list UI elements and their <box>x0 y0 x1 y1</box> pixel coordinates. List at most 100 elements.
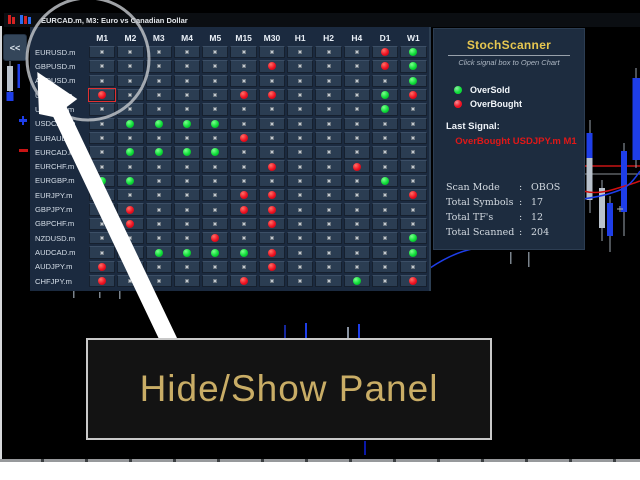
signal-cell-USDJPY.m-M5[interactable] <box>202 88 229 102</box>
signal-cell-NZDUSD.m-M5[interactable] <box>202 232 229 245</box>
signal-cell-GBPUSD.m-H4[interactable] <box>343 60 370 73</box>
signal-cell-GBPUSD.m-H1[interactable] <box>287 60 314 73</box>
signal-cell-NZDUSD.m-H4[interactable] <box>343 232 370 245</box>
signal-cell-GBPCHF.m-H2[interactable] <box>315 217 342 231</box>
signal-cell-AUDUSD.m-M30[interactable] <box>258 74 286 87</box>
signal-cell-EURCHF.m-H4[interactable] <box>343 160 370 173</box>
signal-cell-AUDJPY.m-H1[interactable] <box>287 260 314 274</box>
signal-cell-USDCAD.m-M5[interactable] <box>202 117 229 130</box>
signal-cell-USDCAD.m-W1[interactable] <box>400 117 427 130</box>
signal-cell-EURAUD.m-H1[interactable] <box>287 131 314 145</box>
signal-cell-AUDUSD.m-M2[interactable] <box>117 74 144 87</box>
signal-cell-AUDUSD.m-D1[interactable] <box>371 74 399 87</box>
signal-cell-USDCAD.m-M2[interactable] <box>117 117 144 130</box>
signal-cell-USDCAD.m-H4[interactable] <box>343 117 370 130</box>
signal-cell-AUDUSD.m-H2[interactable] <box>315 74 342 87</box>
signal-cell-USDCHF.m-H4[interactable] <box>343 103 370 116</box>
signal-cell-GBPJPY.m-M4[interactable] <box>173 203 201 216</box>
signal-cell-AUDJPY.m-H4[interactable] <box>343 260 370 274</box>
signal-cell-EURAUD.m-M3[interactable] <box>145 131 172 145</box>
signal-cell-EURJPY.m-M4[interactable] <box>173 189 201 202</box>
signal-cell-AUDCAD.m-W1[interactable] <box>400 246 427 259</box>
signal-cell-CHFJPY.m-M4[interactable] <box>173 274 201 288</box>
signal-cell-EURUSD.m-D1[interactable] <box>371 45 399 59</box>
signal-cell-AUDJPY.m-M5[interactable] <box>202 260 229 274</box>
signal-cell-EURGBP.m-D1[interactable] <box>371 174 399 188</box>
signal-cell-USDJPY.m-M30[interactable] <box>258 88 286 102</box>
signal-cell-EURGBP.m-M15[interactable] <box>230 174 257 188</box>
signal-cell-GBPUSD.m-M1[interactable] <box>89 60 116 73</box>
signal-cell-USDJPY.m-M2[interactable] <box>117 88 144 102</box>
signal-cell-AUDUSD.m-M4[interactable] <box>173 74 201 87</box>
signal-cell-EURGBP.m-H4[interactable] <box>343 174 370 188</box>
signal-cell-EURCAD.m-W1[interactable] <box>400 146 427 159</box>
signal-cell-AUDCAD.m-H2[interactable] <box>315 246 342 259</box>
signal-cell-EURCHF.m-M5[interactable] <box>202 160 229 173</box>
signal-cell-EURJPY.m-H4[interactable] <box>343 189 370 202</box>
signal-cell-USDJPY.m-H1[interactable] <box>287 88 314 102</box>
signal-cell-GBPUSD.m-M3[interactable] <box>145 60 172 73</box>
signal-cell-AUDUSD.m-M3[interactable] <box>145 74 172 87</box>
signal-cell-AUDJPY.m-M15[interactable] <box>230 260 257 274</box>
signal-cell-USDCHF.m-M1[interactable] <box>89 103 116 116</box>
signal-cell-EURGBP.m-M30[interactable] <box>258 174 286 188</box>
signal-cell-CHFJPY.m-D1[interactable] <box>371 274 399 288</box>
signal-cell-GBPCHF.m-M5[interactable] <box>202 217 229 231</box>
signal-cell-USDJPY.m-M1[interactable] <box>87 87 117 103</box>
signal-cell-AUDCAD.m-H1[interactable] <box>287 246 314 259</box>
signal-cell-USDJPY.m-H2[interactable] <box>315 88 342 102</box>
signal-cell-USDCHF.m-M15[interactable] <box>230 103 257 116</box>
chart-title-bar[interactable]: EURCAD.m, M3: Euro vs Canadian Dollar <box>4 13 640 27</box>
signal-cell-AUDUSD.m-M5[interactable] <box>202 74 229 87</box>
signal-cell-GBPJPY.m-D1[interactable] <box>371 203 399 216</box>
signal-cell-USDCHF.m-M5[interactable] <box>202 103 229 116</box>
signal-cell-GBPUSD.m-M15[interactable] <box>230 60 257 73</box>
signal-cell-AUDJPY.m-M3[interactable] <box>145 260 172 274</box>
signal-cell-EURGBP.m-H2[interactable] <box>315 174 342 188</box>
signal-cell-GBPJPY.m-M5[interactable] <box>202 203 229 216</box>
signal-cell-AUDUSD.m-M15[interactable] <box>230 74 257 87</box>
signal-cell-GBPJPY.m-M30[interactable] <box>258 203 286 216</box>
signal-cell-EURJPY.m-M1[interactable] <box>89 189 116 202</box>
signal-cell-CHFJPY.m-M1[interactable] <box>89 274 116 288</box>
signal-cell-GBPUSD.m-H2[interactable] <box>315 60 342 73</box>
signal-cell-AUDJPY.m-W1[interactable] <box>400 260 427 274</box>
signal-cell-GBPJPY.m-M3[interactable] <box>145 203 172 216</box>
signal-cell-EURGBP.m-M2[interactable] <box>117 174 144 188</box>
signal-cell-AUDCAD.m-M5[interactable] <box>202 246 229 259</box>
signal-cell-AUDUSD.m-W1[interactable] <box>400 74 427 87</box>
signal-cell-GBPJPY.m-H4[interactable] <box>343 203 370 216</box>
signal-cell-EURAUD.m-H4[interactable] <box>343 131 370 145</box>
signal-cell-EURUSD.m-M3[interactable] <box>145 45 172 59</box>
signal-cell-EURUSD.m-M15[interactable] <box>230 45 257 59</box>
signal-cell-CHFJPY.m-H4[interactable] <box>343 274 370 288</box>
hide-show-panel-button[interactable]: << <box>3 34 27 61</box>
signal-cell-GBPCHF.m-M15[interactable] <box>230 217 257 231</box>
signal-cell-EURUSD.m-M30[interactable] <box>258 45 286 59</box>
signal-cell-NZDUSD.m-D1[interactable] <box>371 232 399 245</box>
signal-cell-EURJPY.m-M30[interactable] <box>258 189 286 202</box>
signal-cell-AUDCAD.m-M1[interactable] <box>89 246 116 259</box>
signal-cell-GBPCHF.m-M2[interactable] <box>117 217 144 231</box>
signal-cell-AUDCAD.m-M2[interactable] <box>117 246 144 259</box>
signal-cell-GBPCHF.m-D1[interactable] <box>371 217 399 231</box>
signal-cell-EURCHF.m-H2[interactable] <box>315 160 342 173</box>
signal-cell-EURCHF.m-H1[interactable] <box>287 160 314 173</box>
signal-cell-EURJPY.m-M3[interactable] <box>145 189 172 202</box>
signal-cell-NZDUSD.m-H1[interactable] <box>287 232 314 245</box>
signal-cell-AUDCAD.m-H4[interactable] <box>343 246 370 259</box>
signal-cell-AUDJPY.m-H2[interactable] <box>315 260 342 274</box>
signal-cell-EURJPY.m-H1[interactable] <box>287 189 314 202</box>
signal-cell-AUDJPY.m-D1[interactable] <box>371 260 399 274</box>
signal-cell-CHFJPY.m-M15[interactable] <box>230 274 257 288</box>
signal-cell-GBPUSD.m-M5[interactable] <box>202 60 229 73</box>
signal-cell-EURCAD.m-M2[interactable] <box>117 146 144 159</box>
signal-cell-USDCHF.m-M3[interactable] <box>145 103 172 116</box>
signal-cell-USDJPY.m-M15[interactable] <box>230 88 257 102</box>
signal-cell-NZDUSD.m-W1[interactable] <box>400 232 427 245</box>
signal-cell-EURUSD.m-M5[interactable] <box>202 45 229 59</box>
signal-cell-EURCHF.m-M4[interactable] <box>173 160 201 173</box>
signal-cell-EURUSD.m-H4[interactable] <box>343 45 370 59</box>
signal-cell-EURJPY.m-M15[interactable] <box>230 189 257 202</box>
signal-cell-CHFJPY.m-M5[interactable] <box>202 274 229 288</box>
